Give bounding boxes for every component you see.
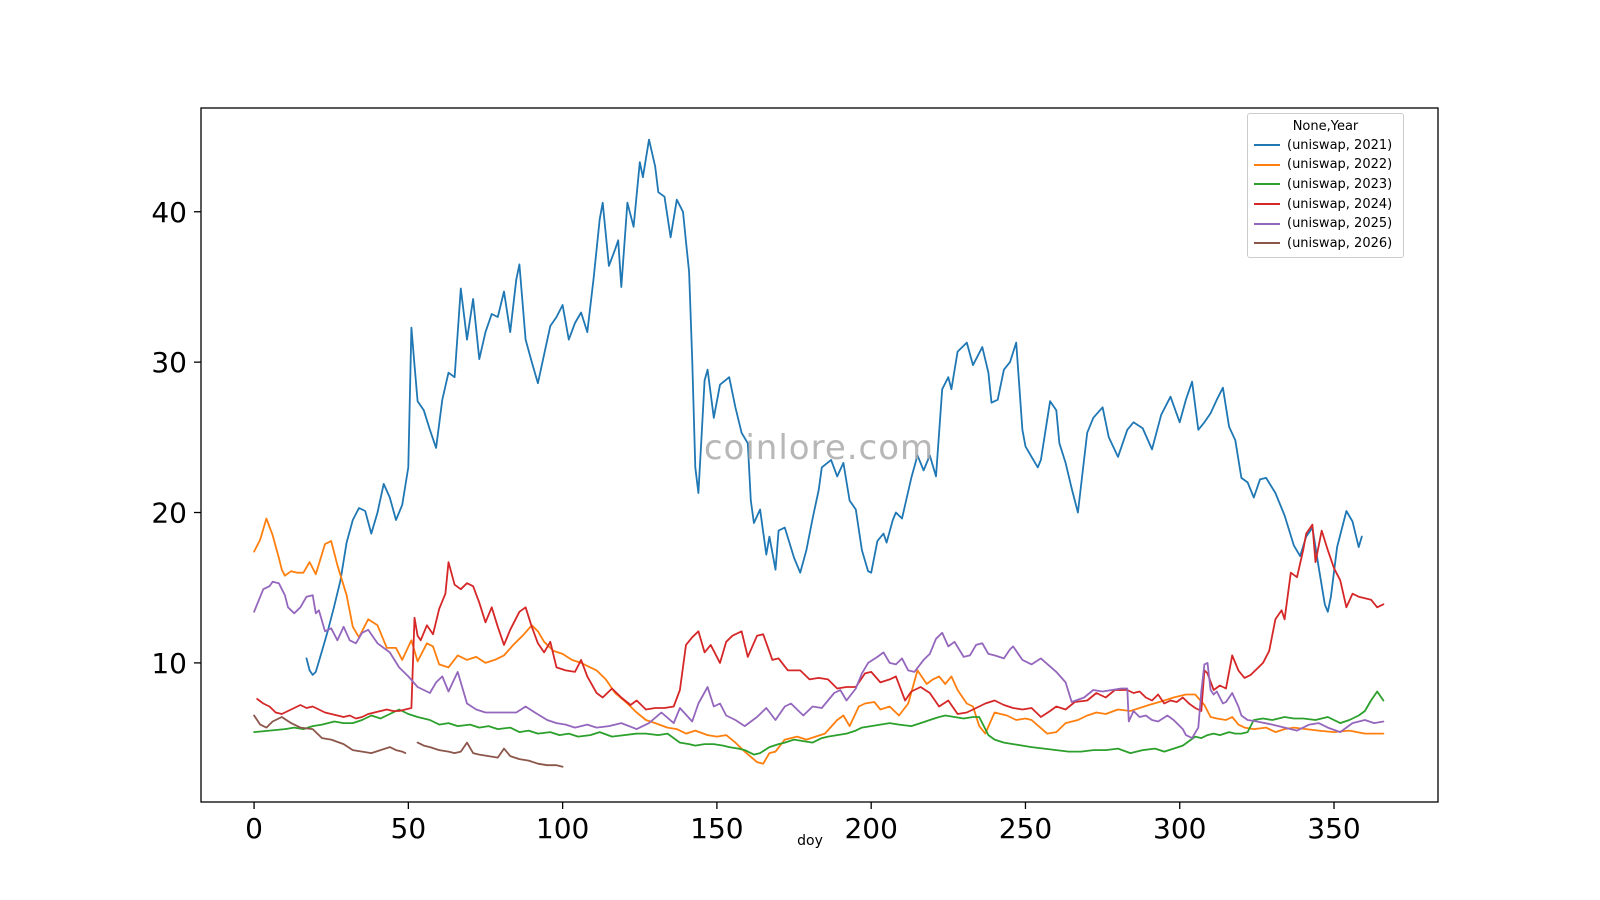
legend-line-sample (1254, 222, 1280, 225)
series-line-1 (253, 517, 1385, 765)
x-axis-ticks: 0 50 100 150 200 250 300 350 (245, 802, 1361, 845)
x-tick-label: 250 (999, 812, 1052, 845)
legend-label: (uniswap, 2021) (1287, 137, 1393, 153)
watermark-text: coinlore.com (704, 428, 934, 468)
legend-item: (uniswap, 2023) (1254, 176, 1397, 193)
legend-line-sample (1254, 144, 1280, 147)
y-tick-label: 10 (151, 647, 187, 680)
series-line-5 (416, 741, 564, 768)
legend-item: (uniswap, 2026) (1254, 235, 1397, 252)
series-line-5 (253, 714, 407, 754)
x-tick-label: 100 (536, 812, 589, 845)
legend-label: (uniswap, 2022) (1287, 157, 1393, 173)
plot-border (200, 107, 1439, 803)
legend-line-sample (1254, 183, 1280, 186)
series-line-2 (253, 690, 1385, 756)
legend: None,Year (uniswap, 2021) (uniswap, 2022)… (1247, 113, 1404, 258)
x-tick-label: 150 (690, 812, 743, 845)
series-line-0 (305, 138, 1363, 676)
legend-item: (uniswap, 2024) (1254, 196, 1397, 213)
series-line-4 (253, 580, 1385, 739)
legend-item: (uniswap, 2022) (1254, 156, 1397, 173)
x-tick-label: 350 (1307, 812, 1360, 845)
x-tick-label: 50 (391, 812, 427, 845)
x-axis-label: doy (797, 833, 823, 849)
legend-item: (uniswap, 2025) (1254, 215, 1397, 232)
legend-label: (uniswap, 2025) (1287, 216, 1393, 232)
y-axis-ticks: 10 20 30 40 (151, 196, 201, 680)
y-tick-label: 30 (151, 346, 187, 379)
x-tick-label: 200 (844, 812, 897, 845)
legend-line-sample (1254, 203, 1280, 206)
x-tick-label: 0 (245, 812, 263, 845)
legend-label: (uniswap, 2024) (1287, 196, 1393, 212)
y-tick-label: 40 (151, 196, 187, 229)
legend-label: (uniswap, 2023) (1287, 176, 1393, 192)
series-lines (253, 138, 1385, 768)
legend-title: None,Year (1292, 119, 1359, 135)
x-tick-label: 300 (1153, 812, 1206, 845)
legend-line-sample (1254, 163, 1280, 166)
series-line-3 (256, 523, 1385, 720)
y-tick-label: 20 (151, 497, 187, 530)
legend-item: (uniswap, 2021) (1254, 137, 1397, 154)
legend-label: (uniswap, 2026) (1287, 235, 1393, 251)
legend-line-sample (1254, 242, 1280, 245)
